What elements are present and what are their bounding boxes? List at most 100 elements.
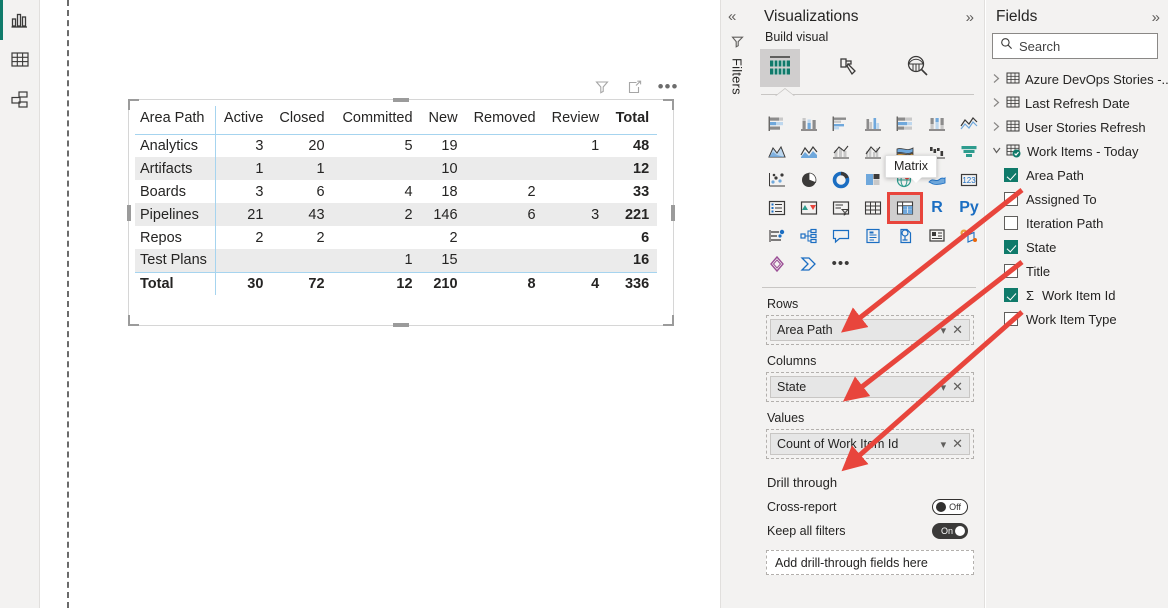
q-and-a-icon[interactable] [826,223,856,249]
field-chip-area-path[interactable]: Area Path ▾ ✕ [770,319,970,341]
azure-map-icon[interactable] [954,223,984,249]
donut-chart-icon[interactable] [826,167,856,193]
field-chip-count-of-work-item-id[interactable]: Count of Work Item Id ▾ ✕ [770,433,970,455]
stacked-bar-chart-icon[interactable] [762,111,792,137]
columns-well-dropzone[interactable]: State ▾ ✕ [766,372,974,402]
kpi-icon[interactable] [794,195,824,221]
line-stacked-column-icon[interactable] [826,139,856,165]
tab-format-visual[interactable] [829,49,869,87]
pie-chart-icon[interactable] [794,167,824,193]
drill-through-dropzone[interactable]: Add drill-through fields here [766,550,974,575]
resize-handle-bottom-left[interactable] [128,315,139,326]
smart-narrative-icon[interactable] [858,223,888,249]
table-icon[interactable] [858,195,888,221]
sidebar-item-model-view[interactable] [0,80,40,120]
funnel-chart-icon[interactable] [954,139,984,165]
keep-all-filters-toggle[interactable]: On [932,523,968,539]
filters-pane-tab[interactable]: Filters [724,34,750,95]
field-row-iteration-path[interactable]: Iteration Path [986,211,1168,235]
field-row-assigned-to[interactable]: Assigned To [986,187,1168,211]
column-header-total[interactable]: Total [607,106,658,135]
resize-handle-bottom-middle[interactable] [393,323,409,327]
stacked-area-chart-icon[interactable] [794,139,824,165]
table-row[interactable]: Repos 2 2 2 6 [135,226,657,249]
rows-well-dropzone[interactable]: Area Path ▾ ✕ [766,315,974,345]
power-apps-icon[interactable] [922,223,952,249]
fields-table-work-items-today[interactable]: Work Items - Today [986,139,1168,163]
resize-handle-top-right[interactable] [663,99,674,110]
card-icon[interactable]: 123 [954,167,984,193]
arcgis-map-icon[interactable] [794,251,824,277]
100-stacked-column-chart-icon[interactable] [922,111,952,137]
treemap-icon[interactable] [858,167,888,193]
column-header-closed[interactable]: Closed [271,106,333,135]
matrix-visual-container[interactable]: Area Path Active Closed Committed New Re… [127,98,675,327]
python-visual-icon[interactable]: Py [954,195,984,221]
chevron-double-left-icon[interactable]: « [728,8,737,25]
field-row-work-item-id[interactable]: Σ Work Item Id [986,283,1168,307]
column-header-active[interactable]: Active [215,106,272,135]
resize-handle-bottom-right[interactable] [663,315,674,326]
chevron-down-icon[interactable]: ▾ [940,438,947,451]
key-influencers-icon[interactable] [762,223,792,249]
chevron-double-right-icon[interactable]: » [965,8,974,26]
cross-report-toggle[interactable]: Off [932,499,968,515]
line-chart-icon[interactable] [954,111,984,137]
table-row[interactable]: Artifacts 1 1 10 12 [135,157,658,180]
matrix-table[interactable]: Area Path Active Closed Committed New Re… [135,106,658,295]
tab-build-visual[interactable] [760,49,800,87]
field-checkbox-state[interactable] [1004,240,1018,254]
field-checkbox-work-item-type[interactable] [1004,312,1018,326]
decomposition-tree-icon[interactable] [794,223,824,249]
field-row-work-item-type[interactable]: Work Item Type [986,307,1168,331]
stacked-column-chart-icon[interactable] [794,111,824,137]
field-checkbox-iteration-path[interactable] [1004,216,1018,230]
filter-icon[interactable] [593,78,611,96]
column-header-committed[interactable]: Committed [332,106,421,135]
column-header-area-path[interactable]: Area Path [135,106,216,135]
fields-table-user-stories-refresh[interactable]: User Stories Refresh [986,115,1168,139]
sidebar-item-report-view[interactable] [0,0,40,40]
100-stacked-bar-chart-icon[interactable] [890,111,920,137]
column-header-new[interactable]: New [420,106,466,135]
focus-mode-icon[interactable] [626,78,644,96]
scatter-chart-icon[interactable] [762,167,792,193]
field-checkbox-title[interactable] [1004,264,1018,278]
r-script-visual-icon[interactable]: R [922,195,952,221]
filled-map-icon[interactable] [922,167,952,193]
fields-table-last-refresh-date[interactable]: Last Refresh Date [986,91,1168,115]
line-clustered-column-icon[interactable] [858,139,888,165]
close-icon[interactable]: ✕ [952,322,963,337]
tab-analytics[interactable] [898,49,938,87]
matrix-total-row[interactable]: Total 30 72 12 210 8 4 336 [135,271,658,295]
field-checkbox-work-item-id[interactable] [1004,288,1018,302]
matrix-icon[interactable] [887,192,923,224]
resize-handle-left-middle[interactable] [127,204,131,221]
fields-table-azure-devops-stories[interactable]: Azure DevOps Stories -... [986,67,1168,91]
clustered-column-chart-icon[interactable] [858,111,888,137]
table-row[interactable]: Boards 3 6 4 18 2 33 [135,180,657,203]
chevron-right-icon[interactable] [992,120,1001,135]
area-chart-icon[interactable] [762,139,792,165]
close-icon[interactable]: ✕ [952,379,963,394]
chevron-double-right-icon[interactable]: » [1151,8,1160,26]
table-row[interactable]: Analytics 3 20 5 19 1 48 [135,134,657,157]
slicer-icon[interactable] [826,195,856,221]
field-checkbox-area-path[interactable] [1004,168,1018,182]
resize-handle-top-left[interactable] [128,99,139,110]
field-chip-state[interactable]: State ▾ ✕ [770,376,970,398]
field-row-area-path[interactable]: Area Path [986,163,1168,187]
chevron-down-icon[interactable] [992,144,1001,159]
more-visuals-icon[interactable]: ••• [826,251,856,277]
field-row-title[interactable]: Title [986,259,1168,283]
close-icon[interactable]: ✕ [952,436,963,451]
multi-row-card-icon[interactable] [762,195,792,221]
column-header-removed[interactable]: Removed [465,106,544,135]
search-input[interactable]: Search [992,33,1158,59]
column-header-review[interactable]: Review [543,106,608,135]
resize-handle-top-middle[interactable] [393,98,409,102]
chevron-right-icon[interactable] [992,72,1001,87]
field-checkbox-assigned-to[interactable] [1004,192,1018,206]
resize-handle-right-middle[interactable] [671,204,675,221]
more-options-icon[interactable]: ••• [657,77,679,96]
